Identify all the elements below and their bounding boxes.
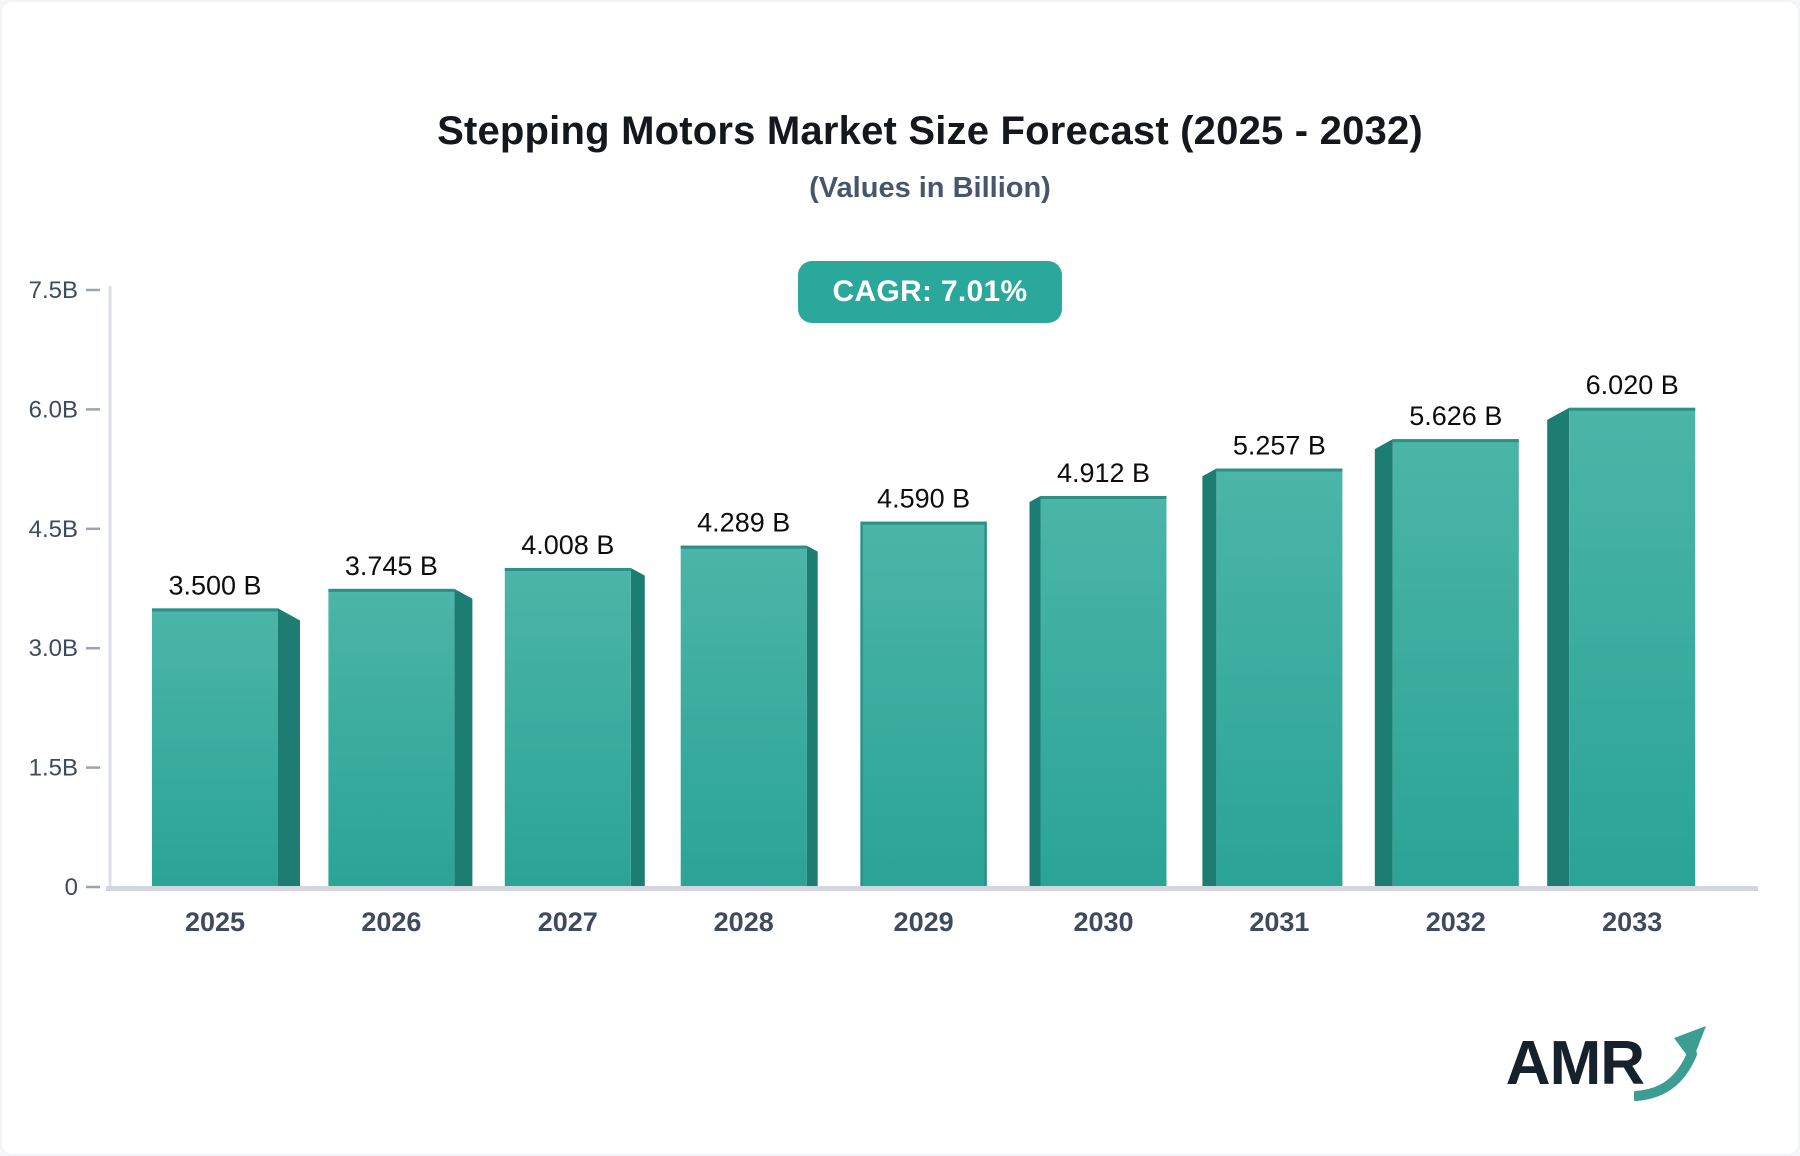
bar-2032[interactable] <box>1392 439 1519 887</box>
bar-value-label-2025: 3.500 B <box>168 570 261 600</box>
bar-2033[interactable] <box>1569 407 1696 887</box>
bar-2028[interactable] <box>680 545 807 887</box>
x-label-2033: 2033 <box>1602 907 1662 937</box>
bar-2031-side[interactable] <box>1202 468 1217 887</box>
bar-value-label-2029: 4.590 B <box>877 484 970 514</box>
bar-value-label-2027: 4.008 B <box>521 530 614 560</box>
bar-2030[interactable] <box>1040 496 1167 887</box>
x-label-2025: 2025 <box>185 907 245 937</box>
amr-logo: AMR <box>1506 1024 1710 1102</box>
x-label-2030: 2030 <box>1073 907 1133 937</box>
bar-2033-side[interactable] <box>1547 407 1570 887</box>
bar-2027[interactable] <box>504 567 631 887</box>
x-label-2031: 2031 <box>1249 907 1309 937</box>
bar-value-label-2033: 6.020 B <box>1586 370 1679 400</box>
y-tick-label-0: 0 <box>65 874 78 901</box>
bar-2030-side[interactable] <box>1029 496 1041 887</box>
bar-value-label-2032: 5.626 B <box>1409 401 1502 431</box>
x-label-2032: 2032 <box>1426 907 1486 937</box>
bar-2029[interactable] <box>860 521 987 887</box>
bar-2028-side[interactable] <box>806 545 818 887</box>
y-tick-label-3.0B: 3.0B <box>29 635 78 662</box>
chart-subtitle: (Values in Billion) <box>809 172 1051 204</box>
bar-2027-side[interactable] <box>630 567 645 887</box>
x-label-2028: 2028 <box>714 907 774 937</box>
bar-value-label-2031: 5.257 B <box>1233 431 1326 461</box>
y-tick-label-6.0B: 6.0B <box>29 396 78 423</box>
bar-2025-side[interactable] <box>278 608 300 887</box>
chart-title: Stepping Motors Market Size Forecast (20… <box>437 109 1423 153</box>
growth-arrow-icon <box>1634 1026 1706 1101</box>
bar-value-label-2028: 4.289 B <box>697 508 790 538</box>
y-tick-label-1.5B: 1.5B <box>29 755 78 782</box>
x-label-2027: 2027 <box>538 907 598 937</box>
y-tick-label-4.5B: 4.5B <box>29 516 78 543</box>
cagr-badge: CAGR: 7.01% <box>798 261 1062 323</box>
amr-logo-text: AMR <box>1505 1028 1645 1098</box>
y-tick-label-7.5B: 7.5B <box>29 277 78 304</box>
bar-2026[interactable] <box>328 588 455 887</box>
x-axis-line <box>106 886 1758 891</box>
bar-2032-side[interactable] <box>1374 439 1393 887</box>
bar-2031[interactable] <box>1216 468 1343 887</box>
bar-value-label-2026: 3.745 B <box>345 551 438 581</box>
bar-2025[interactable] <box>152 608 278 887</box>
x-label-2026: 2026 <box>361 907 421 937</box>
x-label-2029: 2029 <box>894 907 954 937</box>
bar-2026-side[interactable] <box>454 588 473 887</box>
bar-value-label-2030: 4.912 B <box>1057 458 1150 488</box>
